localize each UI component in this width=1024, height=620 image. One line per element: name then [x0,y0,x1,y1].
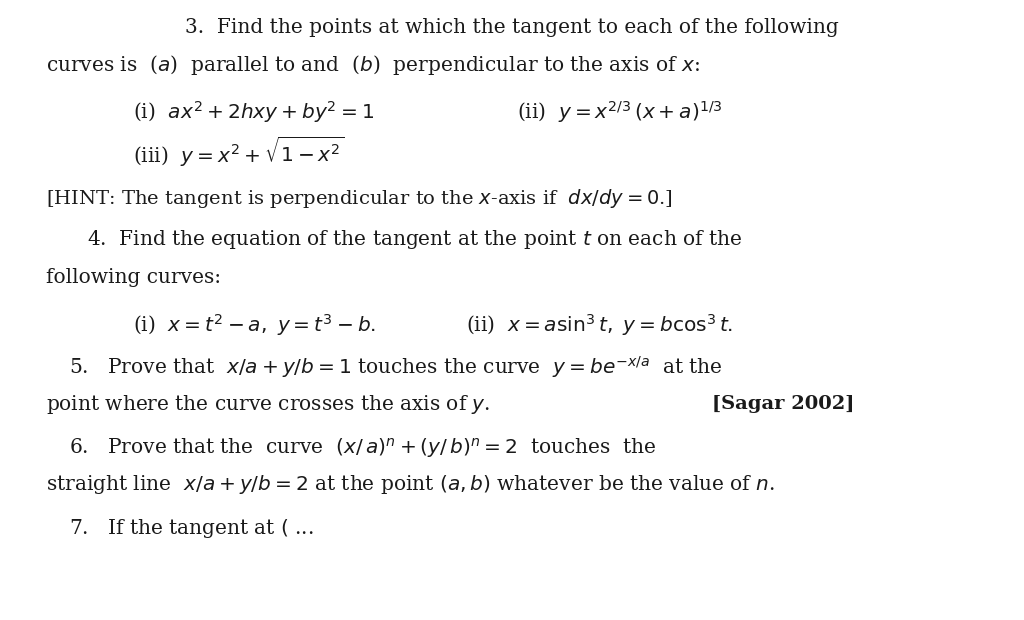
Text: (ii)  $y = x^{2/3}\,(x + a)^{1/3}$: (ii) $y = x^{2/3}\,(x + a)^{1/3}$ [517,99,723,125]
Text: (i)  $x = t^2 - a,\ y = t^3 - b.$: (i) $x = t^2 - a,\ y = t^3 - b.$ [133,312,377,339]
Text: (iii)  $y = x^2 + \sqrt{1 - x^2}$: (iii) $y = x^2 + \sqrt{1 - x^2}$ [133,135,345,169]
Text: 7.   If the tangent at $($ ...: 7. If the tangent at $($ ... [69,516,313,540]
Text: [HINT: The tangent is perpendicular to the $x$-axis if  $dx/dy = 0$.]: [HINT: The tangent is perpendicular to t… [46,187,673,210]
Text: [Sagar 2002]: [Sagar 2002] [712,395,854,414]
Text: point where the curve crosses the axis of $y$.: point where the curve crosses the axis o… [46,392,490,416]
Text: 3.  Find the points at which the tangent to each of the following: 3. Find the points at which the tangent … [185,19,839,37]
Text: 4.  Find the equation of the tangent at the point $t$ on each of the: 4. Find the equation of the tangent at t… [87,228,742,252]
Text: (ii)  $x = a\sin^3 t,\ y = b\cos^3 t.$: (ii) $x = a\sin^3 t,\ y = b\cos^3 t.$ [466,312,733,339]
Text: (i)  $ax^2 + 2hxy + by^2 = 1$: (i) $ax^2 + 2hxy + by^2 = 1$ [133,99,375,125]
Text: following curves:: following curves: [46,268,221,286]
Text: 6.   Prove that the  curve  $(x/\,a)^n + (y/\,b)^n = 2$  touches  the: 6. Prove that the curve $(x/\,a)^n + (y/… [69,436,656,459]
Text: curves is  ($a$)  parallel to and  ($b$)  perpendicular to the axis of $x$:: curves is ($a$) parallel to and ($b$) pe… [46,53,700,77]
Text: 5.   Prove that  $x/a + y/b = 1$ touches the curve  $y = be^{-x/a}$  at the: 5. Prove that $x/a + y/b = 1$ touches th… [69,354,722,380]
Text: straight line  $x/a + y/b = 2$ at the point $(a, b)$ whatever be the value of $n: straight line $x/a + y/b = 2$ at the poi… [46,473,775,497]
